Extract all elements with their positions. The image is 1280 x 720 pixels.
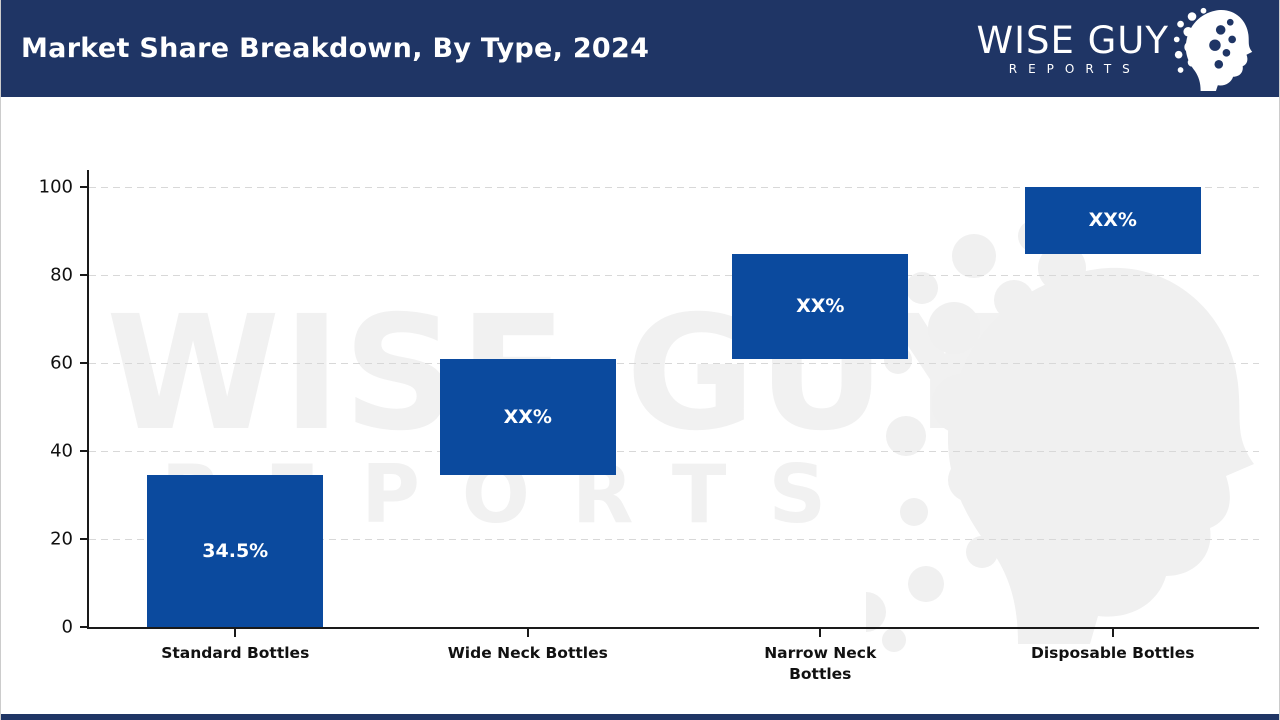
y-tick-mark xyxy=(80,186,89,188)
y-axis-line xyxy=(87,170,89,629)
x-tick-mark xyxy=(1111,629,1114,637)
gridline-60 xyxy=(89,363,1259,364)
logo-subtitle: REPORTS xyxy=(1008,62,1141,76)
x-category-label-line: Disposable Bottles xyxy=(1031,644,1195,662)
logo-text: WISE GUY REPORTS xyxy=(977,22,1169,75)
y-tick-mark xyxy=(80,274,89,276)
y-tick-mark xyxy=(80,450,89,452)
bar-standard-bottles: 34.5% xyxy=(147,475,324,627)
bar-disposable-bottles: XX% xyxy=(1024,187,1201,254)
bar-narrow-neck-bottles: XX% xyxy=(732,253,909,359)
x-category-label: Narrow Neck Bottles xyxy=(710,643,930,685)
wiseguy-logo: WISE GUY REPORTS xyxy=(977,5,1257,93)
chart-area: WISE GUY REPORTS 0 20 40 60 80 100 34.5% Standa… xyxy=(1,97,1279,714)
y-tick-label: 80 xyxy=(50,264,73,286)
y-tick-mark xyxy=(80,362,89,364)
header: Market Share Breakdown, By Type, 2024 WI… xyxy=(1,0,1279,97)
gridline-40 xyxy=(89,451,1259,452)
gridline-80 xyxy=(89,275,1259,276)
x-category-label: Disposable Bottles xyxy=(1003,643,1223,664)
y-tick-label: 100 xyxy=(38,176,73,198)
x-tick-mark xyxy=(234,629,237,637)
y-tick-label: 60 xyxy=(50,352,73,374)
y-tick-label: 20 xyxy=(50,528,73,550)
x-category-label: Standard Bottles xyxy=(125,643,345,664)
x-category-label: Wide Neck Bottles xyxy=(418,643,638,664)
bar-wide-neck-bottles: XX% xyxy=(439,358,616,476)
y-tick-mark xyxy=(80,538,89,540)
x-category-label-line: Bottles xyxy=(789,664,852,683)
y-tick-label: 40 xyxy=(50,440,73,462)
gridline-100 xyxy=(89,187,1259,188)
logo-head-icon xyxy=(1173,7,1253,91)
x-tick-mark xyxy=(819,629,822,637)
bar-value-label: XX% xyxy=(796,295,845,318)
footer-strip xyxy=(1,714,1279,720)
bar-value-label: XX% xyxy=(1088,209,1137,232)
bar-value-label: 34.5% xyxy=(202,540,269,563)
y-tick-label: 0 xyxy=(61,616,73,638)
gridline-20 xyxy=(89,539,1259,540)
x-tick-mark xyxy=(526,629,529,637)
bar-value-label: XX% xyxy=(503,405,552,428)
x-category-label-line: Standard Bottles xyxy=(161,644,310,662)
x-axis-line xyxy=(87,627,1259,629)
page-title: Market Share Breakdown, By Type, 2024 xyxy=(21,33,650,64)
logo-wordmark: WISE GUY xyxy=(976,19,1169,62)
x-category-label-line: Wide Neck Bottles xyxy=(447,644,608,662)
x-category-label-line: Narrow Neck xyxy=(764,644,877,662)
watermark-face-dots xyxy=(866,220,1254,652)
y-tick-mark xyxy=(80,626,89,628)
